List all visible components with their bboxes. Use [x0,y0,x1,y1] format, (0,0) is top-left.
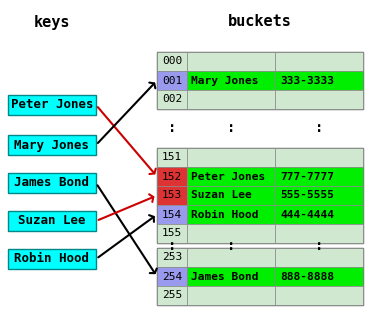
Bar [157,186,187,205]
Bar [157,286,187,305]
Text: 152: 152 [162,172,182,182]
Bar [187,71,275,90]
Bar [187,52,275,71]
Text: keys: keys [34,15,70,29]
Text: 555-5555: 555-5555 [280,190,334,201]
Text: Suzan Lee: Suzan Lee [191,190,252,201]
Bar [157,71,187,90]
Text: :: : [168,121,176,136]
Bar [275,167,363,186]
Bar [275,90,363,109]
Text: James Bond: James Bond [14,177,90,189]
Text: 254: 254 [162,272,182,281]
Bar [275,267,363,286]
Bar [187,148,275,167]
Text: Robin Hood: Robin Hood [14,252,90,266]
Bar [275,148,363,167]
Bar [8,211,96,231]
Bar [187,186,275,205]
Bar [157,90,187,109]
Bar [187,205,275,224]
Text: Suzan Lee: Suzan Lee [18,214,86,227]
Text: :: : [315,121,323,136]
Bar [157,167,187,186]
Text: Robin Hood: Robin Hood [191,210,258,219]
Text: :: : [168,239,176,252]
Text: 444-4444: 444-4444 [280,210,334,219]
Text: 155: 155 [162,228,182,239]
Bar [275,205,363,224]
Bar [187,267,275,286]
Text: 888-8888: 888-8888 [280,272,334,281]
Text: 333-3333: 333-3333 [280,76,334,85]
Bar [187,248,275,267]
Bar [187,90,275,109]
Bar [8,95,96,115]
Bar [187,286,275,305]
Bar [275,71,363,90]
Bar [187,224,275,243]
Text: James Bond: James Bond [191,272,258,281]
Text: 253: 253 [162,252,182,262]
Bar [157,224,187,243]
Bar [157,52,363,109]
Text: 153: 153 [162,190,182,201]
Text: 255: 255 [162,290,182,301]
Bar [8,135,96,155]
Text: 002: 002 [162,94,182,105]
Bar [187,167,275,186]
Bar [8,173,96,193]
Text: Peter Jones: Peter Jones [191,172,265,182]
Bar [275,248,363,267]
Text: Mary Jones: Mary Jones [191,76,258,85]
Bar [157,148,363,243]
Text: :: : [227,239,235,252]
Text: :: : [315,239,323,252]
Bar [275,52,363,71]
Text: Mary Jones: Mary Jones [14,139,90,151]
Bar [157,267,187,286]
Text: Peter Jones: Peter Jones [11,98,93,112]
Bar [157,248,363,305]
Bar [157,148,187,167]
Bar [275,286,363,305]
Bar [157,205,187,224]
Bar [157,248,187,267]
Text: :: : [227,121,235,136]
Bar [275,186,363,205]
Text: 154: 154 [162,210,182,219]
Bar [8,249,96,269]
Bar [275,224,363,243]
Text: buckets: buckets [228,15,292,29]
Text: 151: 151 [162,152,182,162]
Text: 777-7777: 777-7777 [280,172,334,182]
Bar [157,52,187,71]
Text: 000: 000 [162,56,182,67]
Text: 001: 001 [162,76,182,85]
